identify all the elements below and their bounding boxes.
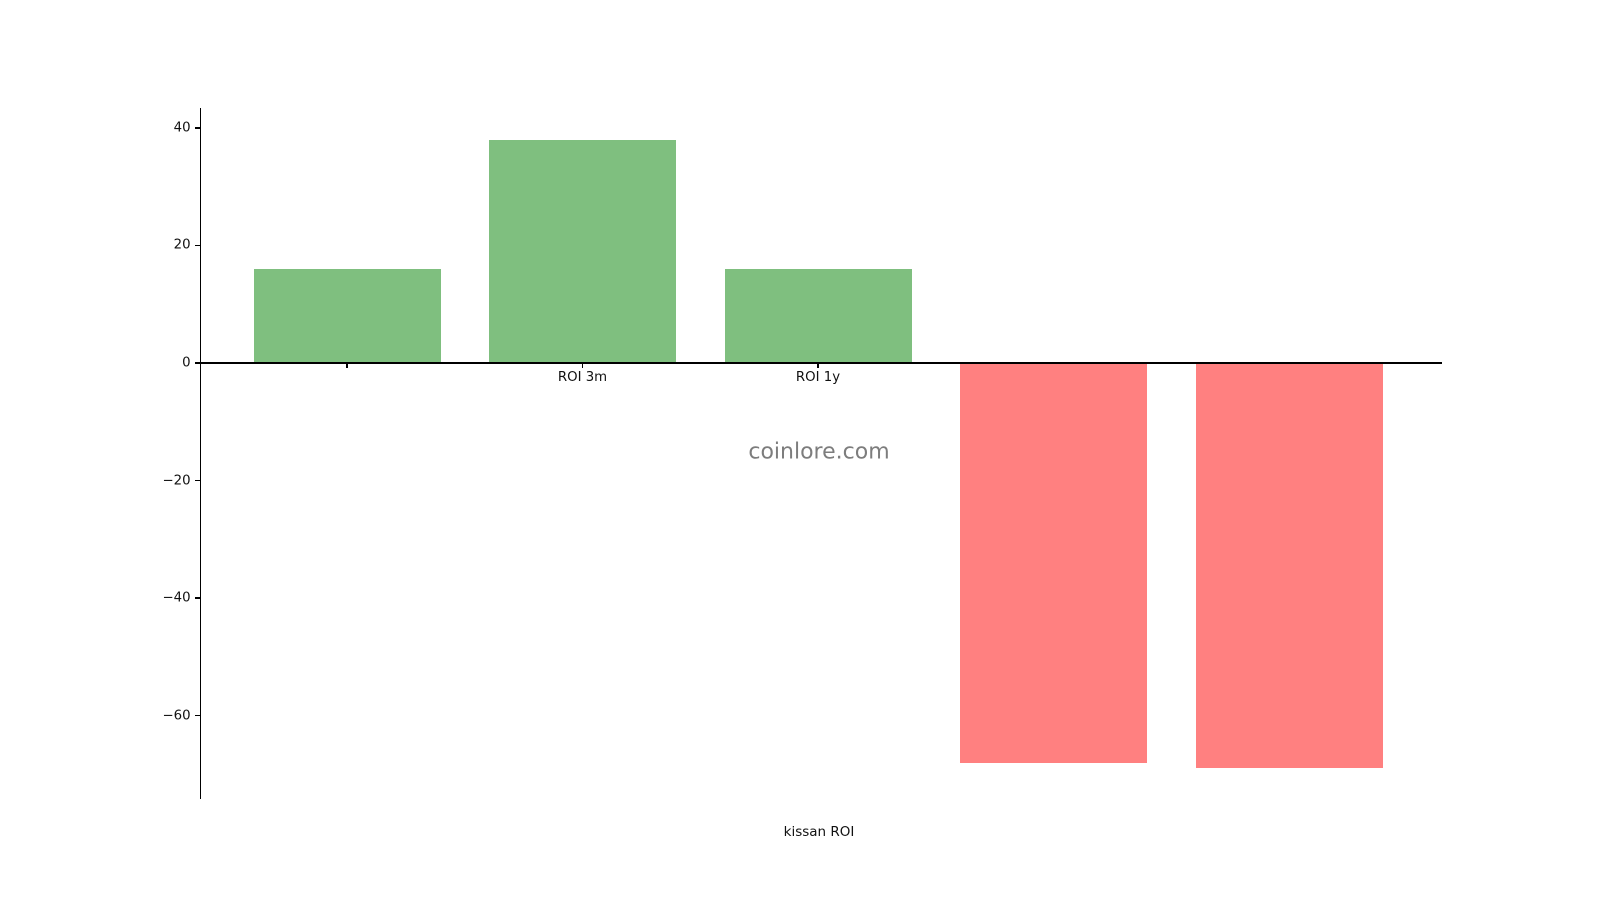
y-tick-label: −60 bbox=[162, 708, 191, 724]
y-tick-label: 20 bbox=[173, 237, 191, 253]
y-tick-label: −20 bbox=[162, 473, 191, 489]
y-tick-mark bbox=[194, 479, 200, 482]
x-tick-mark bbox=[346, 363, 348, 368]
y-tick-mark bbox=[194, 714, 200, 717]
y-tick-label: −40 bbox=[162, 590, 191, 606]
y-tick-mark bbox=[194, 362, 200, 364]
y-tick-mark bbox=[194, 597, 200, 599]
roi-bar bbox=[1195, 363, 1383, 769]
roi-bar bbox=[253, 268, 441, 363]
y-tick-label: 40 bbox=[173, 120, 191, 136]
y-axis-spine bbox=[199, 108, 201, 799]
x-tick-mark bbox=[817, 363, 819, 368]
x-tick-label: ROI 3m bbox=[557, 370, 608, 385]
roi-bar bbox=[960, 363, 1147, 763]
x-tick-mark bbox=[581, 363, 584, 368]
y-tick-label: 0 bbox=[182, 355, 191, 371]
y-tick-mark bbox=[194, 127, 200, 129]
roi-bar bbox=[724, 268, 912, 363]
y-tick-mark bbox=[194, 244, 200, 247]
watermark-text: coinlore.com bbox=[748, 439, 890, 465]
roi-bar bbox=[489, 139, 676, 363]
x-tick-label: ROI 1y bbox=[795, 370, 841, 385]
x-axis-line bbox=[201, 362, 1442, 364]
chart-x-axis-title: kissan ROI bbox=[783, 824, 855, 840]
